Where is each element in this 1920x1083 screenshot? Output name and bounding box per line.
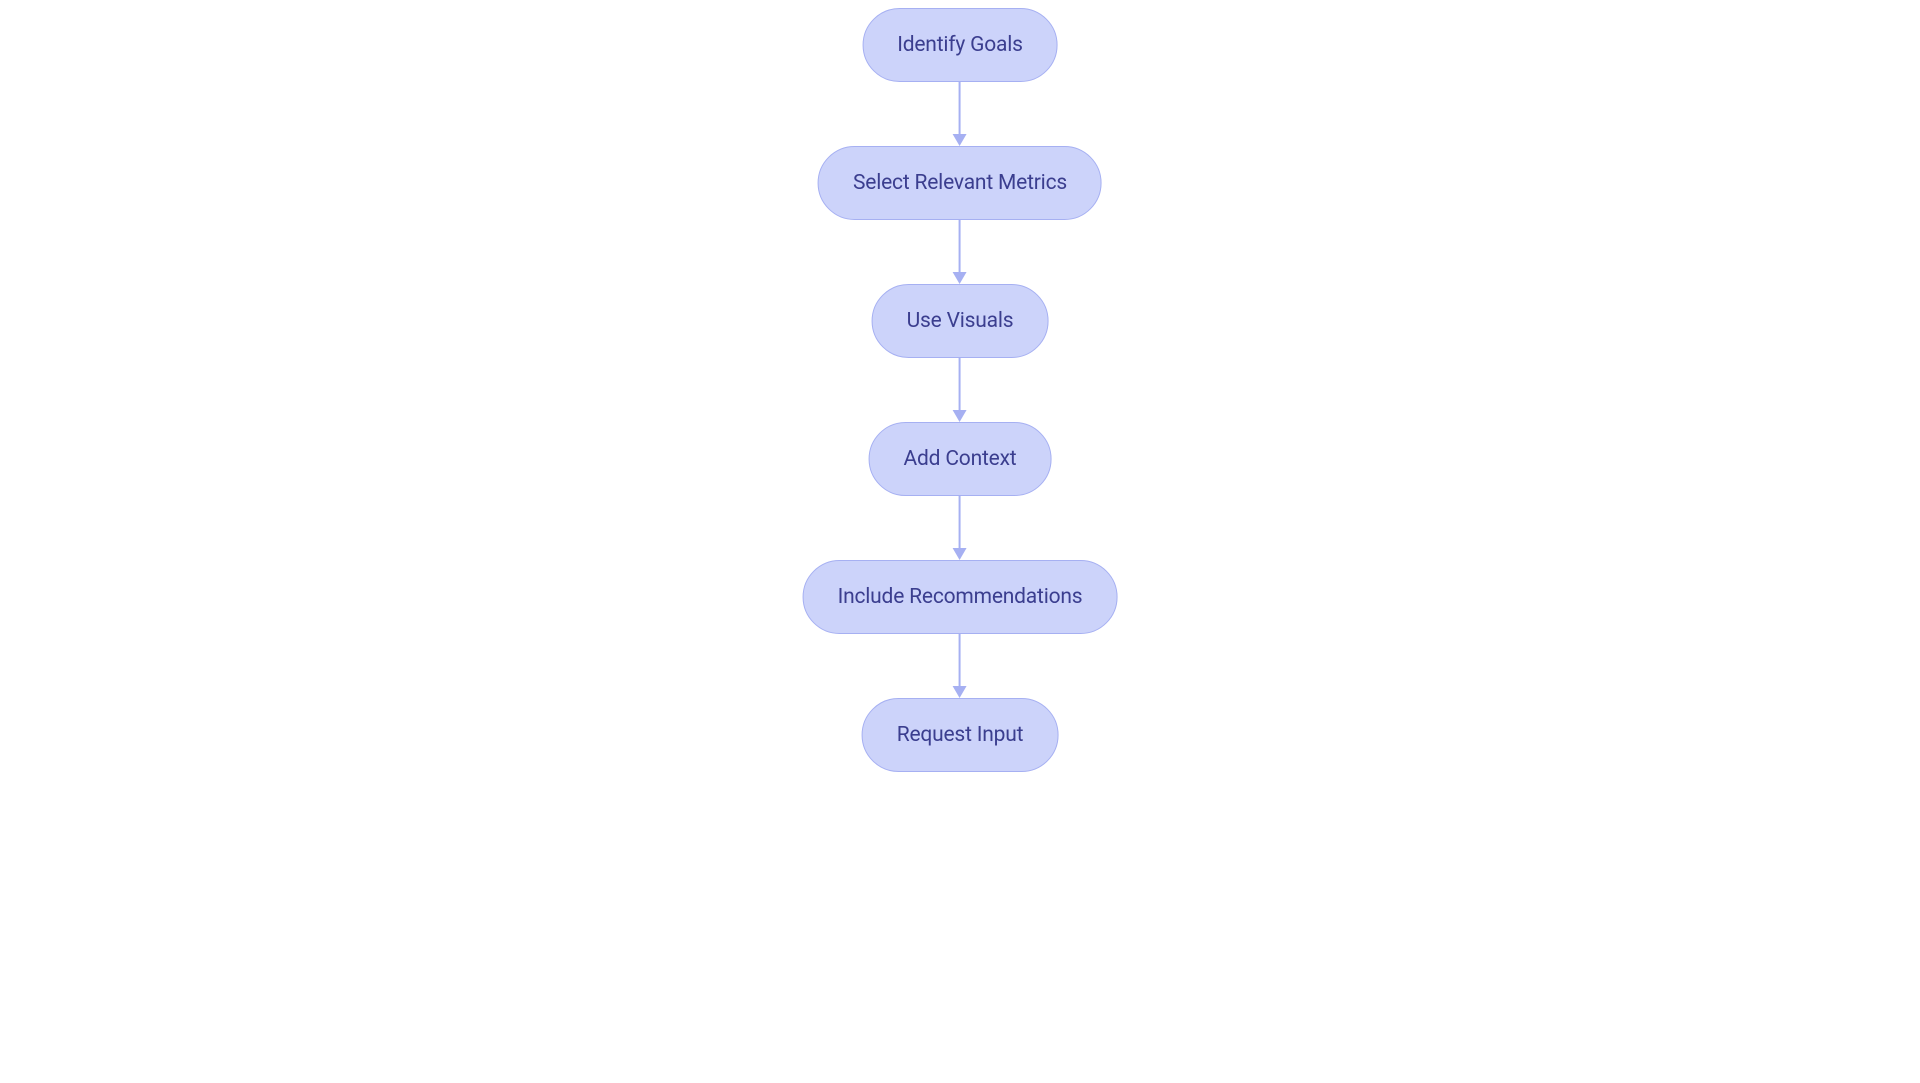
node-label: Use Visuals: [907, 309, 1014, 333]
arrow-down-icon: [953, 410, 967, 422]
flowchart-container: Identify Goals Select Relevant Metrics U…: [803, 8, 1118, 772]
arrow-down-icon: [953, 548, 967, 560]
node-label: Identify Goals: [897, 33, 1023, 57]
arrow-line-icon: [959, 82, 961, 134]
flowchart-node-select-metrics: Select Relevant Metrics: [818, 146, 1102, 220]
flowchart-arrow: [953, 358, 967, 422]
flowchart-node-add-context: Add Context: [869, 422, 1052, 496]
arrow-down-icon: [953, 272, 967, 284]
flowchart-arrow: [953, 220, 967, 284]
node-label: Select Relevant Metrics: [853, 171, 1067, 195]
node-label: Include Recommendations: [838, 585, 1083, 609]
arrow-line-icon: [959, 220, 961, 272]
flowchart-node-identify-goals: Identify Goals: [862, 8, 1058, 82]
flowchart-node-use-visuals: Use Visuals: [872, 284, 1049, 358]
flowchart-node-include-recommendations: Include Recommendations: [803, 560, 1118, 634]
flowchart-arrow: [953, 496, 967, 560]
node-label: Add Context: [904, 447, 1017, 471]
arrow-line-icon: [959, 496, 961, 548]
flowchart-node-request-input: Request Input: [862, 698, 1059, 772]
flowchart-arrow: [953, 82, 967, 146]
flowchart-arrow: [953, 634, 967, 698]
arrow-line-icon: [959, 358, 961, 410]
arrow-down-icon: [953, 134, 967, 146]
arrow-line-icon: [959, 634, 961, 686]
arrow-down-icon: [953, 686, 967, 698]
node-label: Request Input: [897, 723, 1024, 747]
